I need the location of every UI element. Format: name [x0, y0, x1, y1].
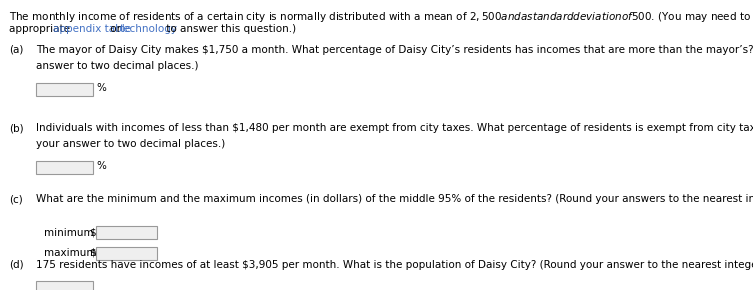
Text: $: $ — [89, 228, 96, 238]
FancyBboxPatch shape — [96, 246, 157, 260]
Text: or: or — [107, 24, 124, 34]
Text: The mayor of Daisy City makes $1,750 a month. What percentage of Daisy City’s re: The mayor of Daisy City makes $1,750 a m… — [36, 45, 753, 55]
FancyBboxPatch shape — [96, 226, 157, 239]
Text: (a): (a) — [9, 45, 23, 55]
Text: (d): (d) — [9, 260, 23, 269]
FancyBboxPatch shape — [36, 161, 93, 174]
Text: minimum: minimum — [44, 228, 93, 238]
FancyBboxPatch shape — [36, 83, 93, 96]
Text: to answer this question.): to answer this question.) — [163, 24, 297, 34]
Text: maximum: maximum — [44, 248, 96, 258]
Text: appropriate: appropriate — [9, 24, 73, 34]
Text: appendix table: appendix table — [53, 24, 131, 34]
Text: $: $ — [89, 248, 96, 258]
Text: your answer to two decimal places.): your answer to two decimal places.) — [36, 139, 225, 149]
Text: (b): (b) — [9, 123, 23, 133]
Text: answer to two decimal places.): answer to two decimal places.) — [36, 61, 199, 71]
FancyBboxPatch shape — [36, 281, 93, 290]
Text: technology: technology — [120, 24, 178, 34]
Text: %: % — [96, 83, 106, 93]
Text: (c): (c) — [9, 194, 23, 204]
Text: %: % — [96, 161, 106, 171]
Text: Individuals with incomes of less than $1,480 per month are exempt from city taxe: Individuals with incomes of less than $1… — [36, 123, 753, 133]
Text: 175 residents have incomes of at least $3,905 per month. What is the population : 175 residents have incomes of at least $… — [36, 260, 753, 269]
Text: The monthly income of residents of a certain city is normally distributed with a: The monthly income of residents of a cer… — [9, 10, 753, 24]
Text: What are the minimum and the maximum incomes (in dollars) of the middle 95% of t: What are the minimum and the maximum inc… — [36, 194, 753, 204]
